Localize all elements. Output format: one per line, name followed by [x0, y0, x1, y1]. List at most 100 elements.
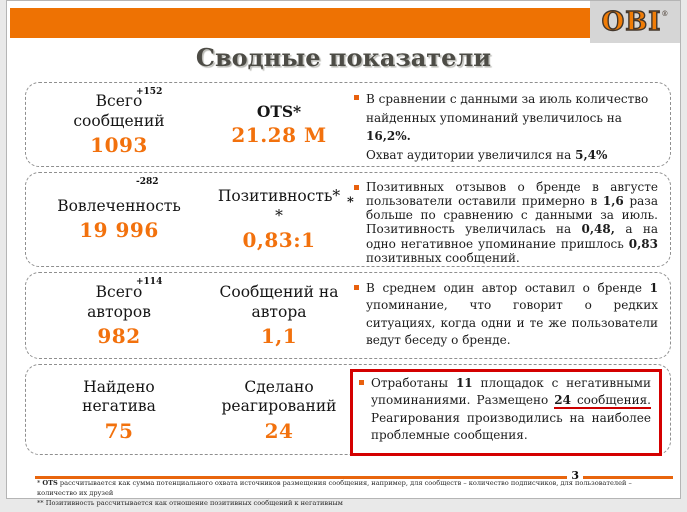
bold-text: 0,48, — [581, 222, 615, 237]
metric-label-line: Всего — [95, 283, 143, 302]
commentary-box: Отработаны 11 площадок с негативными упо… — [350, 369, 662, 456]
commentary-text: В среднем один автор оставил о бренде 1 … — [366, 280, 658, 350]
bullet-icon — [359, 380, 364, 385]
text: рассчитывается как сумма потенциального … — [37, 479, 632, 498]
metric-label-line: Сделано — [244, 377, 314, 396]
commentary-box: В среднем один автор оставил о бренде 1 … — [354, 280, 658, 350]
bold-text: 0,83 — [628, 236, 658, 251]
bold-text: 5,4% — [575, 147, 608, 162]
bullet-icon — [354, 185, 359, 190]
metric-label-line: реагирований — [221, 397, 337, 416]
metric-label: Всего сообщений — [73, 92, 164, 131]
summary-row-engagement-positivity: -282 Вовлеченность 19 996 Позитивность* *… — [25, 172, 671, 267]
metric-label: Найдено негатива — [82, 378, 156, 417]
metric-label: Вовлеченность — [57, 197, 181, 216]
footnotes: * OTS рассчитывается как сумма потенциал… — [37, 478, 655, 509]
footnote-marker: * — [347, 195, 354, 210]
metric-label: Позитивность* * — [218, 187, 340, 226]
text: Охват аудитории увеличился на — [366, 147, 576, 162]
metric-value: 0,83:1 — [242, 227, 316, 252]
metric-label-line: * — [275, 206, 283, 225]
text: Отработаны — [371, 376, 456, 390]
header-bar — [10, 8, 593, 38]
footnote: * OTS рассчитывается как сумма потенциал… — [37, 478, 655, 498]
commentary-text: Позитивных отзывов о бренде в августе по… — [366, 180, 658, 265]
commentary-box: В сравнении с данными за июль количество… — [354, 90, 658, 164]
metric-label-line: автора — [251, 302, 307, 321]
metric-value: 75 — [104, 418, 134, 443]
bold-text: 16,2%. — [366, 129, 411, 144]
bold-text: 1 — [649, 281, 658, 295]
metric-label: Всего авторов — [87, 283, 151, 322]
bullet-icon — [354, 285, 359, 290]
text: * — [37, 479, 43, 487]
underlined-text: сообщения. — [570, 393, 651, 410]
text: В сравнении с данными за июль количество… — [366, 92, 649, 125]
metric-delta: -282 — [136, 177, 159, 187]
commentary: * Позитивных отзывов о бренде в августе … — [347, 173, 658, 266]
metric-label-line: OTS* — [256, 101, 302, 121]
footer-line-right — [583, 476, 673, 479]
metric-value: 1093 — [90, 132, 148, 157]
page-number: 3 — [571, 469, 579, 482]
text: площадок с негативными упоминаниями. Раз… — [371, 376, 651, 408]
metric-secondary: Позитивность* * 0,83:1 — [204, 173, 354, 266]
metric-label-line: Найдено — [83, 377, 155, 396]
commentary: Отработаны 11 площадок с негативными упо… — [350, 365, 662, 456]
text: упоминание, что говорит о редких ситуаци… — [366, 298, 658, 348]
metric-label: Сделано реагирований — [221, 378, 336, 417]
metric-label-line: Всего — [95, 92, 143, 111]
footer-divider: 3 — [35, 469, 673, 484]
text: позитивных сообщений. — [366, 250, 520, 265]
metric-secondary: Сообщений на автора 1,1 — [204, 273, 354, 358]
obi-logo-text: OBI — [601, 6, 662, 37]
metric-label-line: авторов — [87, 302, 151, 321]
text: раза больше по сравнению с данными за ию… — [366, 194, 658, 237]
summary-row-total-authors: +114 Всего авторов 982 Сообщений на автора… — [25, 272, 671, 359]
metric-label: Сообщений на автора — [220, 283, 339, 322]
metric-delta: +114 — [136, 277, 163, 287]
metric-value: 21.28 M — [231, 123, 327, 148]
metric-value: 19 996 — [79, 218, 159, 243]
text: Реагирования производились на наиболее п… — [371, 410, 651, 443]
commentary-text: В сравнении с данными за июль количество… — [366, 90, 658, 164]
commentary: В среднем один автор оставил о бренде 1 … — [354, 273, 658, 358]
summary-row-total-messages: +152 Всего сообщений 1093 OTS* 21.28 M В … — [25, 82, 671, 167]
metric-value: 982 — [97, 323, 141, 348]
metric-label-line: Позитивность* — [217, 187, 341, 206]
metric-primary: Найдено негатива 75 — [34, 365, 204, 456]
footer-line-left — [35, 476, 568, 479]
metric-label-line: Вовлеченность — [57, 196, 181, 215]
underlined-text: 24 — [554, 393, 571, 410]
text: а на одно негативное упоминание пришлось — [366, 222, 658, 251]
footnote: ** Позитивность рассчитывается как отнош… — [37, 498, 655, 508]
metric-label-line: сообщений — [73, 111, 165, 130]
metric-primary: +152 Всего сообщений 1093 — [34, 83, 204, 166]
bold-text: 11 — [455, 376, 473, 390]
bold-text: 1,6 — [602, 194, 624, 209]
text: В среднем один автор оставил о бренде — [366, 281, 650, 295]
slide-title: Сводные показатели — [195, 43, 492, 72]
metric-delta: +152 — [136, 87, 163, 97]
obi-logo: OBI ® — [590, 1, 680, 43]
metric-value: 1,1 — [260, 323, 298, 348]
metric-label-line: негатива — [82, 397, 156, 416]
slide: OBI ® Сводные показатели +152 Всего сообщ… — [6, 0, 681, 507]
text: Позитивных отзывов о бренде в августе по… — [366, 180, 658, 209]
commentary-text: Отработаны 11 площадок с негативными упо… — [371, 375, 651, 445]
bullet-icon — [354, 95, 359, 100]
summary-row-negative-reactions: Найдено негатива 75 Сделано реагирований 2… — [25, 364, 671, 456]
metric-label: OTS* — [257, 102, 301, 121]
bold-text: OTS — [42, 479, 58, 487]
registered-mark-icon: ® — [661, 10, 669, 18]
text: ** Позитивность рассчитывается как отнош… — [37, 499, 343, 508]
metric-value: 24 — [264, 418, 294, 443]
metric-secondary: OTS* 21.28 M — [204, 83, 354, 166]
commentary-box: Позитивных отзывов о бренде в августе по… — [354, 180, 658, 265]
metric-label-line: Сообщений на — [219, 283, 339, 302]
metric-secondary: Сделано реагирований 24 — [204, 365, 354, 456]
summary-rows: +152 Всего сообщений 1093 OTS* 21.28 M В … — [25, 82, 671, 456]
metric-primary: +114 Всего авторов 982 — [34, 273, 204, 358]
commentary: В сравнении с данными за июль количество… — [354, 83, 658, 166]
